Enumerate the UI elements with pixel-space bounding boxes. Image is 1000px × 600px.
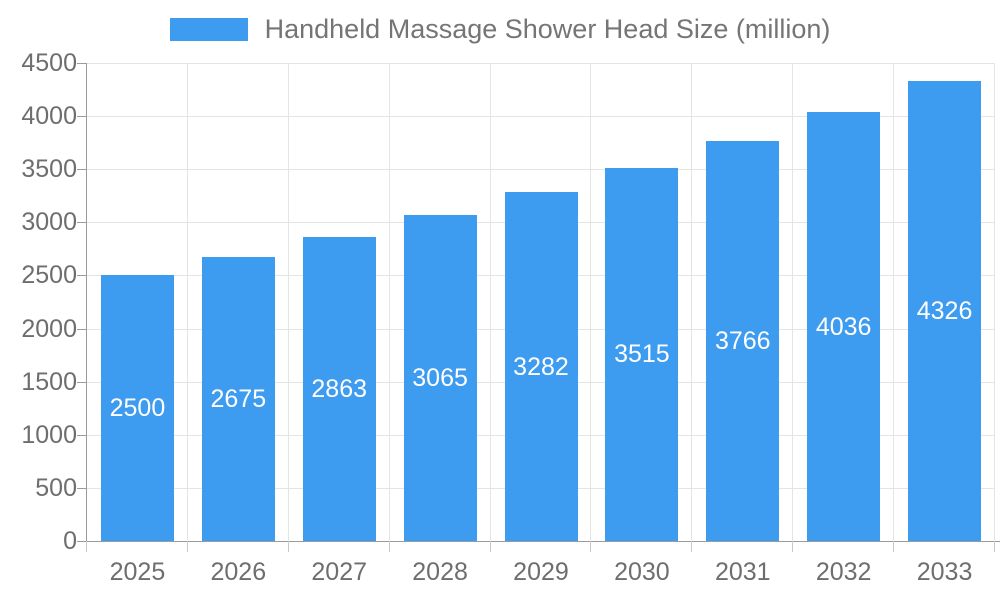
bar-value-label: 2500 — [109, 394, 166, 423]
gridline-vertical — [893, 63, 895, 541]
bar-value-label: 3515 — [614, 340, 670, 369]
gridline-vertical — [388, 63, 390, 541]
gridline-vertical — [287, 63, 289, 541]
gridline-vertical — [792, 63, 794, 541]
x-axis-tick — [792, 541, 794, 552]
y-axis-tick — [77, 487, 87, 489]
y-axis-tick — [77, 275, 87, 277]
y-axis-label: 3500 — [21, 155, 77, 184]
y-axis-label: 500 — [35, 473, 77, 502]
gridline-horizontal — [87, 63, 995, 64]
bar — [201, 256, 275, 541]
x-axis-tick — [388, 541, 390, 552]
bar — [908, 81, 982, 541]
y-axis-tick — [77, 381, 87, 383]
bar — [605, 167, 679, 541]
gridline-vertical — [186, 63, 188, 541]
x-axis-label: 2029 — [513, 558, 569, 586]
y-axis-tick — [77, 169, 87, 171]
bar — [706, 140, 780, 541]
bar-value-label: 3766 — [714, 326, 771, 355]
bar-value-label: 4036 — [815, 312, 872, 341]
y-axis-tick — [77, 328, 87, 330]
bar-value-label: 2863 — [311, 374, 368, 403]
gridline-horizontal — [87, 169, 995, 171]
bar-value-label: 3065 — [412, 364, 468, 393]
gridline-vertical — [691, 63, 693, 541]
x-axis-label: 2026 — [210, 558, 267, 586]
x-axis-label: 2030 — [614, 558, 670, 586]
x-axis-label: 2031 — [714, 558, 771, 586]
bar-value-label: 4326 — [916, 297, 973, 326]
bar — [100, 275, 174, 541]
x-axis-label: 2028 — [412, 558, 468, 586]
y-axis-tick — [77, 222, 87, 224]
y-axis-label: 4000 — [21, 102, 77, 131]
x-axis-tick — [590, 541, 592, 552]
x-axis-tick — [287, 541, 289, 552]
legend-swatch — [169, 17, 248, 41]
bar-value-label: 2675 — [210, 384, 267, 413]
y-axis-label: 0 — [63, 527, 77, 555]
y-axis-tick — [77, 541, 87, 542]
legend: Handheld Massage Shower Head Size (milli… — [0, 13, 1000, 45]
y-axis-label: 3000 — [21, 208, 77, 237]
gridline-vertical — [590, 63, 592, 541]
x-axis-tick — [86, 541, 87, 552]
bar — [504, 192, 578, 541]
x-axis-label: 2032 — [815, 558, 872, 586]
x-axis-label: 2027 — [311, 558, 368, 586]
y-axis-label: 1500 — [21, 367, 77, 396]
bar — [403, 215, 477, 541]
y-axis-label: 1000 — [21, 420, 77, 449]
gridline-vertical — [994, 63, 995, 541]
y-axis-tick — [77, 116, 87, 118]
x-axis-tick — [893, 541, 895, 552]
y-axis-tick — [77, 434, 87, 436]
x-axis-tick — [186, 541, 188, 552]
bar — [302, 236, 376, 541]
x-axis-label: 2033 — [916, 558, 973, 586]
gridline-vertical — [489, 63, 491, 541]
y-axis-label: 4500 — [21, 49, 77, 77]
x-axis-tick — [994, 541, 995, 552]
x-axis-line-extension — [995, 541, 1000, 542]
y-axis-tick — [77, 63, 87, 64]
bar — [807, 112, 881, 541]
plot-area: 0 500 1000 1500 2000 2500 3000 3500 4000 4500 2025… — [21, 49, 1000, 586]
bar-value-label: 3282 — [513, 352, 569, 381]
x-axis-tick — [489, 541, 491, 552]
gridline-horizontal — [87, 116, 995, 118]
x-axis-label: 2025 — [109, 558, 166, 586]
y-axis-label: 2000 — [21, 314, 77, 343]
y-axis-label: 2500 — [21, 261, 77, 290]
legend-label: Handheld Massage Shower Head Size (milli… — [264, 14, 831, 44]
x-axis-tick — [691, 541, 693, 552]
